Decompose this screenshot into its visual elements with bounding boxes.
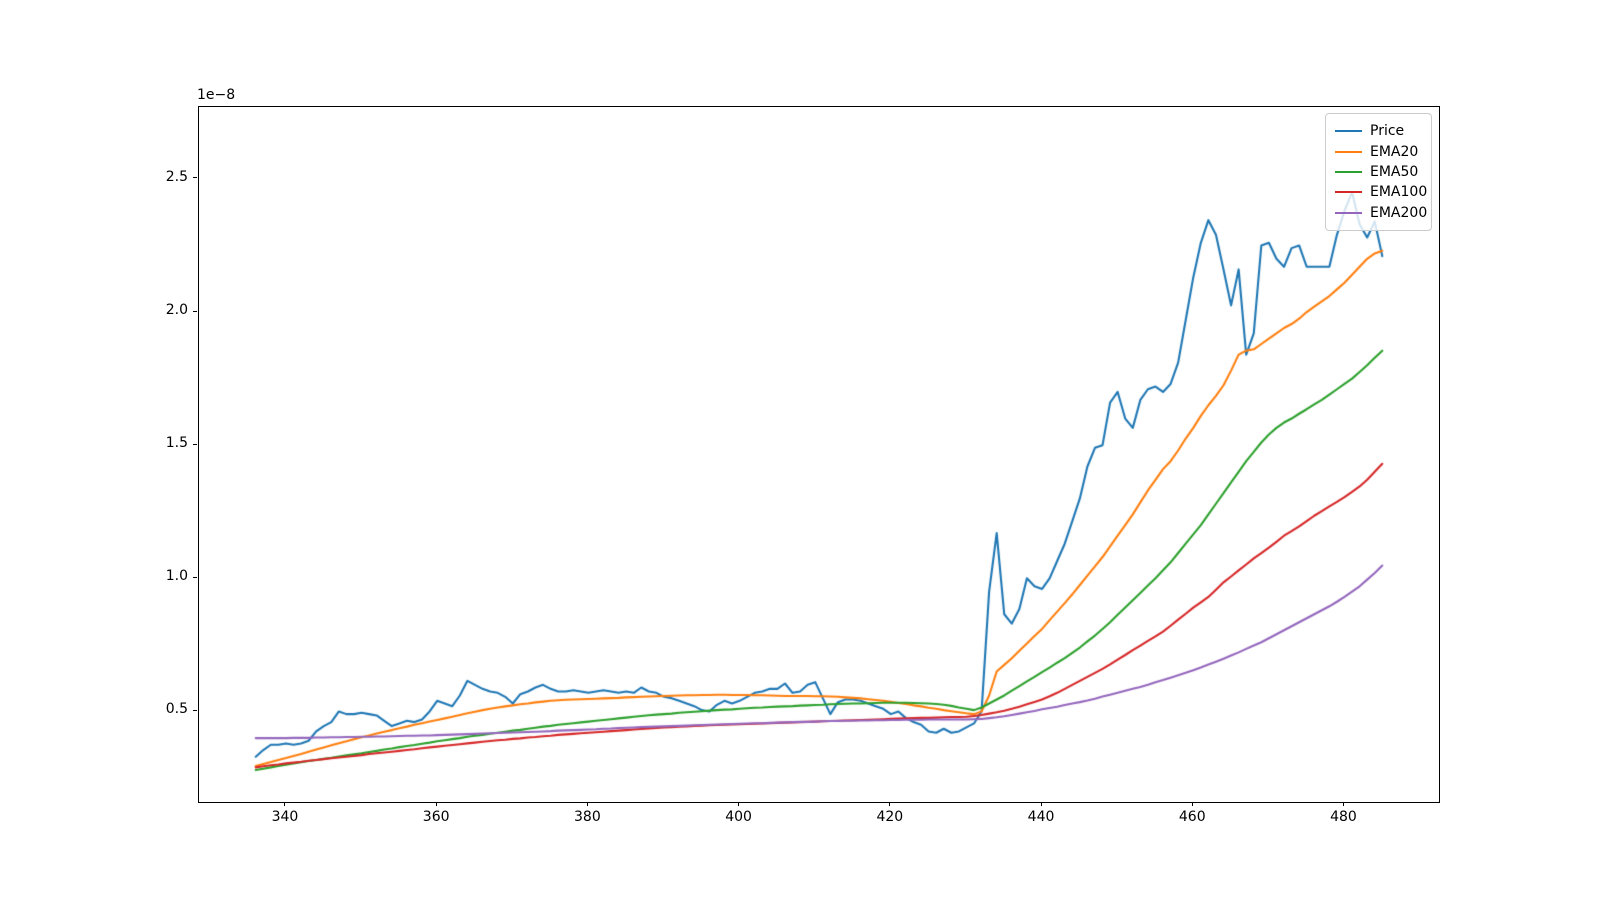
x-tick-label-340: 340 <box>271 809 299 825</box>
legend: Price EMA20 EMA50 EMA100 EMA200 <box>1325 113 1432 231</box>
legend-label: EMA20 <box>1370 143 1419 160</box>
legend-label: EMA50 <box>1370 163 1419 180</box>
x-tick-label-440: 440 <box>1027 809 1055 825</box>
y-tick-label-0.5: 0.5 <box>165 701 188 718</box>
x-tick-340 <box>284 802 286 806</box>
x-tick-460 <box>1191 802 1193 806</box>
legend-line-icon <box>1335 191 1362 194</box>
chart-canvas <box>199 107 1439 802</box>
y-tick-2.5 <box>193 177 197 179</box>
y-tick-1.0 <box>193 576 197 578</box>
x-tick-360 <box>435 802 437 806</box>
y-tick-1.5 <box>193 443 197 445</box>
x-tick-label-460: 460 <box>1178 809 1206 825</box>
legend-line-icon <box>1335 211 1362 214</box>
x-tick-label-420: 420 <box>876 809 904 825</box>
x-tick-label-380: 380 <box>574 809 601 825</box>
x-tick-label-400: 400 <box>725 809 752 825</box>
y-tick-label-2.0: 2.0 <box>165 302 188 319</box>
legend-item-ema50: EMA50 <box>1335 162 1427 182</box>
x-tick-440 <box>1040 802 1042 806</box>
x-tick-420 <box>889 802 891 806</box>
legend-label: EMA200 <box>1370 204 1428 221</box>
x-tick-label-480: 480 <box>1330 809 1357 825</box>
legend-label: EMA100 <box>1370 184 1428 201</box>
legend-item-price: Price <box>1335 121 1427 141</box>
x-tick-380 <box>586 802 588 806</box>
legend-label: Price <box>1370 123 1405 140</box>
legend-item-ema20: EMA20 <box>1335 141 1427 161</box>
y-tick-label-2.5: 2.5 <box>165 168 188 185</box>
legend-line-icon <box>1335 170 1362 173</box>
y-axis-offset-label: 1e−8 <box>197 87 236 103</box>
y-tick-label-1.0: 1.0 <box>165 568 188 585</box>
x-tick-label-360: 360 <box>422 809 450 825</box>
plot-area: Price EMA20 EMA50 EMA100 EMA200 <box>198 106 1440 803</box>
legend-item-ema100: EMA100 <box>1335 182 1427 202</box>
y-tick-label-1.5: 1.5 <box>165 435 188 452</box>
legend-line-icon <box>1335 130 1362 133</box>
legend-line-icon <box>1335 150 1362 153</box>
x-tick-480 <box>1342 802 1344 806</box>
legend-item-ema200: EMA200 <box>1335 203 1427 223</box>
y-tick-0.5 <box>193 709 197 711</box>
x-tick-400 <box>738 802 740 806</box>
y-tick-2.0 <box>193 310 197 312</box>
